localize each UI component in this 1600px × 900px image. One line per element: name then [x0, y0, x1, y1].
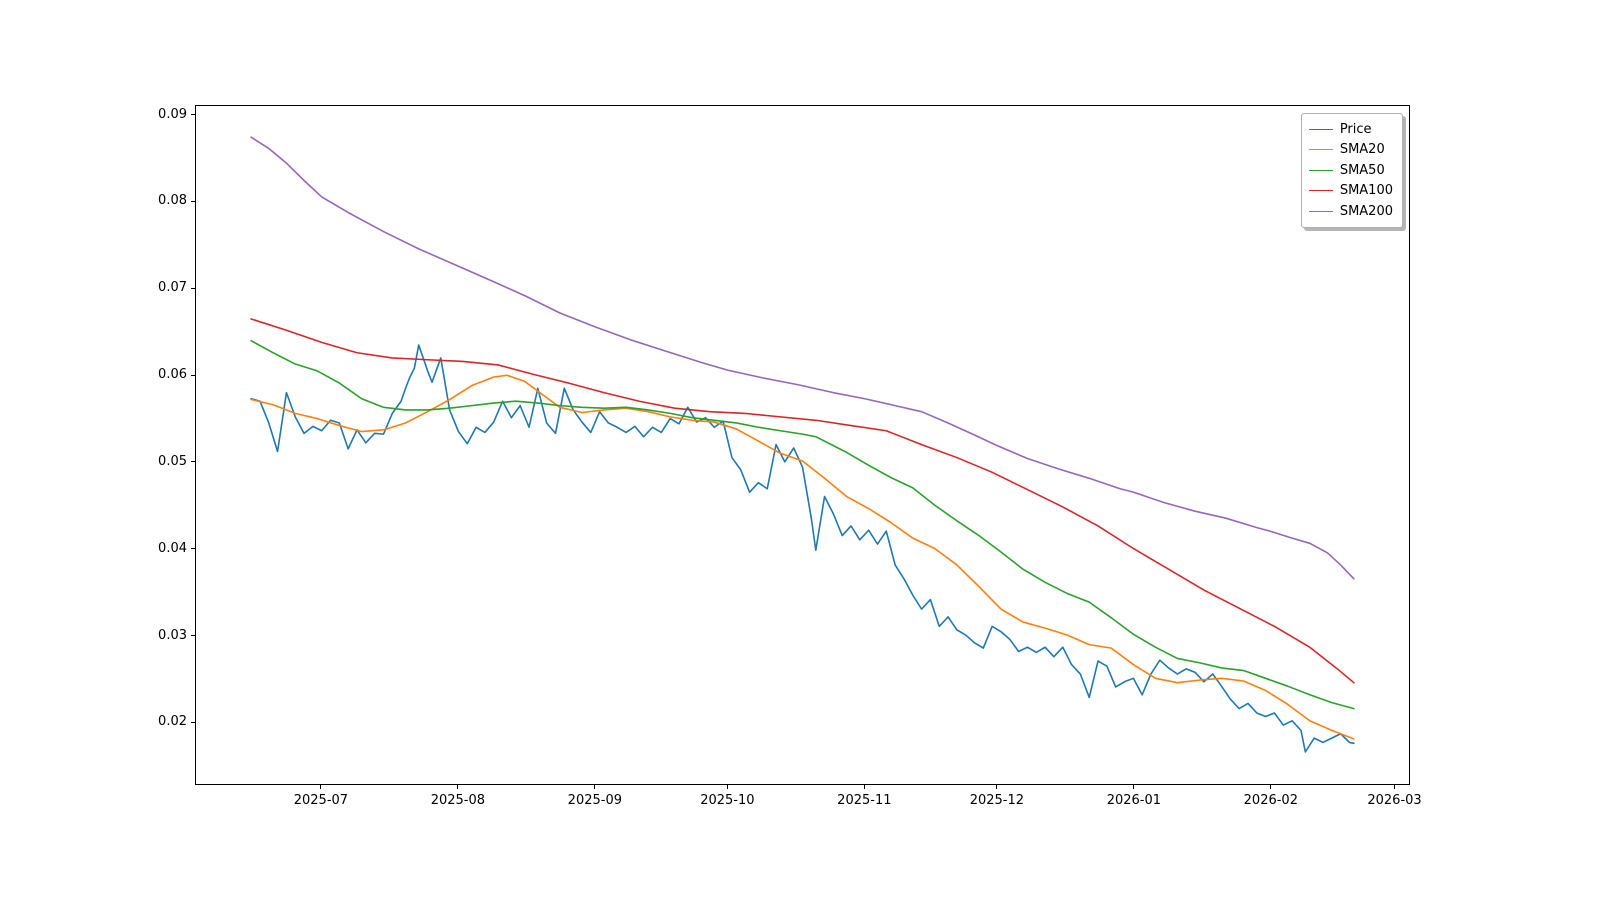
legend-line-swatch-sma50 [1308, 169, 1333, 171]
y-axis-tick-mark [191, 461, 195, 463]
x-axis-tick-label: 2025-10 [700, 793, 755, 808]
x-axis-tick-mark [320, 785, 322, 789]
y-axis-tick-label: 0.08 [158, 193, 187, 209]
x-axis-tick-label: 2025-09 [567, 793, 623, 808]
y-axis-tick-mark [191, 287, 195, 289]
y-axis-tick-label: 0.09 [158, 106, 187, 122]
x-axis-tick-mark [1133, 785, 1135, 789]
series-line-sma50 [250, 339, 1355, 710]
legend-label: SMA20 [1339, 142, 1385, 158]
x-axis-tick-label: 2025-11 [837, 793, 892, 808]
x-axis-tick-label: 2025-12 [969, 793, 1025, 808]
x-axis-tick-label: 2026-01 [1106, 793, 1162, 808]
x-axis-tick-mark [996, 785, 998, 789]
y-axis-tick-mark [191, 548, 195, 550]
legend-item-sma200: SMA200 [1308, 201, 1393, 222]
legend-line-swatch-price [1308, 128, 1333, 130]
legend: Price SMA20 SMA50 SMA100 SMA200 [1300, 113, 1403, 228]
x-axis-tick-mark [457, 785, 459, 789]
legend-label: Price [1339, 121, 1372, 137]
x-axis-tick-label: 2025-07 [293, 793, 349, 808]
y-axis-tick-mark [191, 721, 195, 723]
x-axis-tick-mark [1394, 785, 1396, 789]
series-line-price [250, 344, 1355, 753]
legend-label: SMA50 [1339, 162, 1385, 178]
x-axis-tick-label: 2025-08 [430, 793, 486, 808]
legend-item-sma20: SMA20 [1308, 140, 1393, 161]
x-axis-tick-label: 2026-03 [1367, 793, 1422, 808]
plot-canvas [250, 136, 1355, 753]
legend-line-swatch-sma20 [1308, 149, 1333, 151]
series-line-sma100 [250, 318, 1355, 684]
legend-item-price: Price [1308, 119, 1393, 140]
x-axis-tick-mark [594, 785, 596, 789]
legend-line-swatch-sma100 [1308, 190, 1333, 192]
x-axis-tick-mark [1270, 785, 1272, 789]
y-axis-tick-label: 0.02 [158, 714, 187, 730]
y-axis-tick-mark [191, 635, 195, 637]
legend-label: SMA200 [1339, 203, 1393, 219]
legend-label: SMA100 [1339, 183, 1393, 199]
legend-item-sma50: SMA50 [1308, 160, 1393, 181]
y-axis-tick-mark [191, 114, 195, 116]
y-axis-tick-label: 0.05 [158, 453, 187, 469]
x-axis-tick-label: 2026-02 [1243, 793, 1298, 808]
y-axis-tick-label: 0.07 [158, 280, 187, 296]
y-axis-tick-mark [191, 374, 195, 376]
y-axis-tick-label: 0.04 [158, 540, 187, 556]
y-axis-tick-label: 0.03 [158, 627, 187, 643]
plot-area: Price SMA20 SMA50 SMA100 SMA200 [195, 105, 1410, 785]
legend-line-swatch-sma200 [1308, 210, 1333, 212]
legend-item-sma100: SMA100 [1308, 181, 1393, 202]
y-axis-tick-label: 0.06 [158, 367, 187, 383]
x-axis-tick-mark [863, 785, 865, 789]
y-axis-tick-mark [191, 200, 195, 202]
series-line-sma200 [250, 136, 1355, 580]
series-line-sma20 [250, 374, 1355, 740]
x-axis-tick-mark [726, 785, 728, 789]
